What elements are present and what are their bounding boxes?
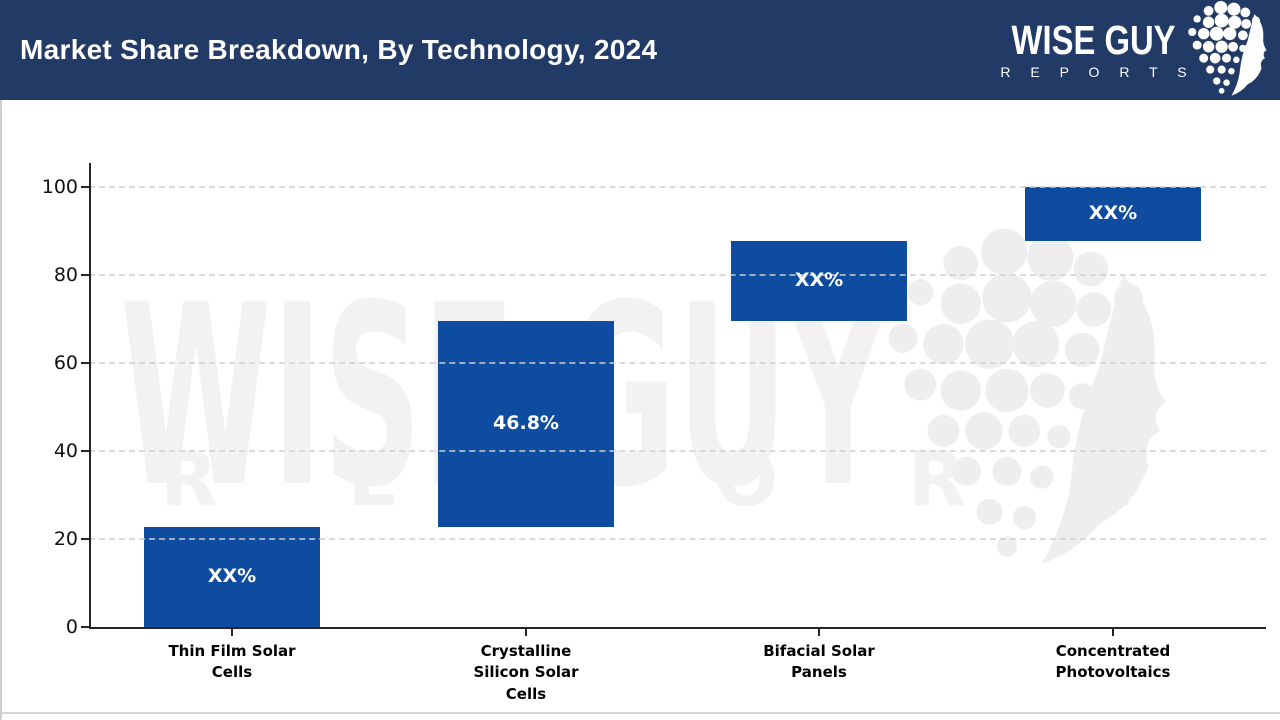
x-category-label: Bifacial Solar Panels — [763, 642, 875, 682]
y-tick-mark — [81, 626, 89, 628]
page-title: Market Share Breakdown, By Technology, 2… — [20, 34, 658, 65]
y-tick-label: 40 — [53, 440, 78, 462]
x-tick-mark — [231, 629, 233, 636]
x-category-label: Concentrated Photovoltaics — [1055, 642, 1171, 682]
y-tick-mark — [81, 362, 89, 364]
y-tick-label: 60 — [53, 352, 78, 374]
y-tick-label: 20 — [53, 528, 78, 550]
plot-area: 0 20 40 60 80 100 XX% Thin Film Solar Cells 46.8… — [2, 100, 1280, 720]
wise-guy-logo: WISE GUY R E P O R T S — [991, 1, 1274, 96]
bar-2 — [438, 321, 614, 528]
gridline-y60 — [89, 362, 1266, 364]
logo-tagline-text: R E P O R T S — [1000, 64, 1195, 80]
bar-value-label: 46.8% — [493, 412, 559, 435]
x-category-label: Crystalline Silicon Solar Cells — [473, 642, 579, 703]
x-axis-baseline — [89, 627, 1266, 629]
y-tick-label: 0 — [65, 616, 78, 638]
gridline-y40 — [89, 450, 1266, 452]
bar-value-label: XX% — [1088, 202, 1138, 225]
bar-value-label: XX% — [794, 269, 844, 292]
x-tick-mark — [1112, 629, 1114, 636]
face-dots-logo-icon — [1188, 1, 1267, 96]
x-tick-mark — [818, 629, 820, 636]
figure-bottom-divider — [2, 712, 1280, 714]
watermark-face-dots-icon — [888, 228, 1166, 564]
y-tick-label: 80 — [53, 264, 78, 286]
y-axis-spine — [89, 163, 91, 629]
gridline-y80 — [89, 274, 1266, 276]
bar-4 — [1025, 187, 1201, 242]
logo-text: WISE GUY R E P O R T S — [991, 17, 1196, 81]
bar-1 — [144, 527, 320, 627]
x-category-label: Thin Film Solar Cells — [168, 642, 296, 682]
bar-3 — [731, 241, 907, 322]
header-banner: Market Share Breakdown, By Technology, 2… — [0, 0, 1280, 100]
gridline-y100 — [89, 186, 1266, 188]
y-tick-mark — [81, 274, 89, 276]
bar-value-label: XX% — [207, 565, 257, 588]
gridline-y20 — [89, 538, 1266, 540]
logo-name-text: WISE GUY — [1011, 17, 1176, 63]
y-tick-mark — [81, 538, 89, 540]
chart-figure: WISE GUY R E P O R T S 0 20 40 60 80 100 XX% Th… — [0, 100, 1280, 720]
y-tick-mark — [81, 186, 89, 188]
y-tick-mark — [81, 450, 89, 452]
x-tick-mark — [525, 629, 527, 636]
y-tick-label: 100 — [41, 176, 78, 198]
